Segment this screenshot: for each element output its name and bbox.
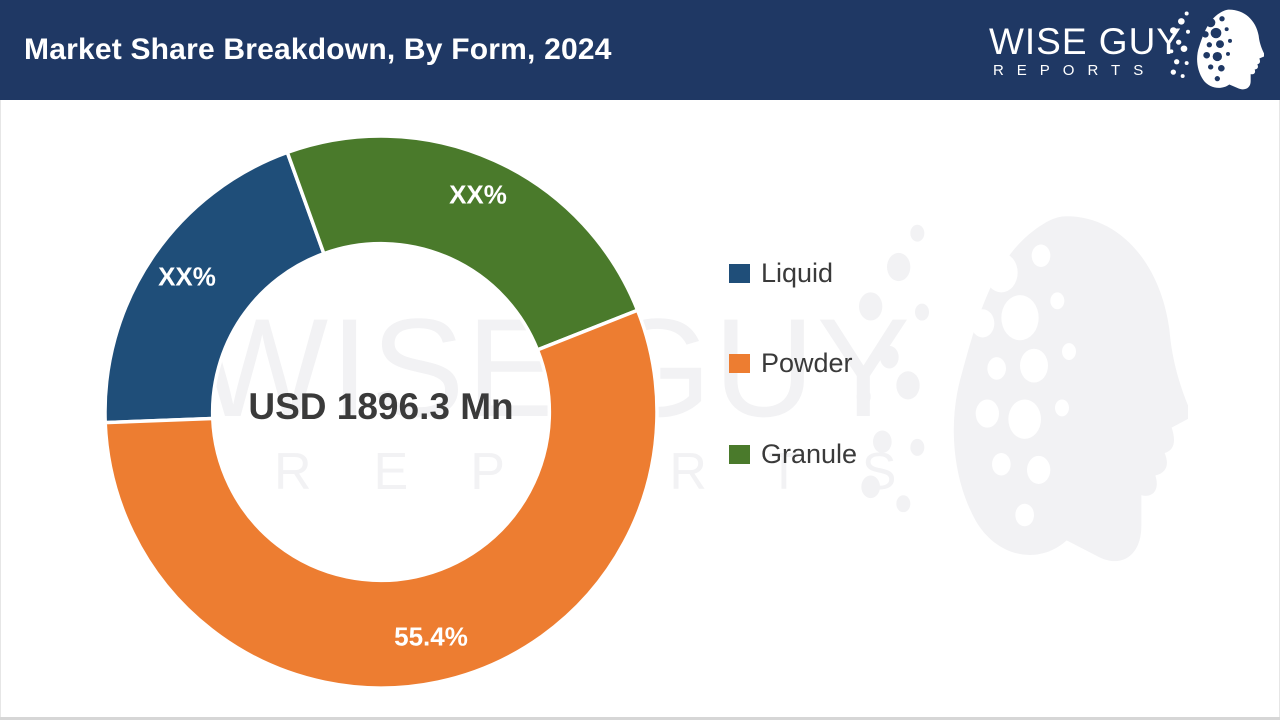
legend-swatch-granule	[729, 444, 750, 464]
legend-item-granule: Granule	[729, 438, 858, 469]
donut-center-value: USD 1896.3 Mn	[248, 386, 514, 427]
bottom-border	[0, 717, 1280, 720]
logo-head-icon	[1169, 9, 1264, 90]
granule-segment	[285, 134, 640, 352]
legend-item-powder: Powder	[729, 347, 853, 378]
segment-label-granule: XX%	[449, 179, 507, 210]
wise-guy-logo: WISE GUY REPORTS	[989, 0, 1264, 100]
page-title: Market Share Breakdown, By Form, 2024	[24, 33, 612, 66]
watermark-head-icon	[856, 216, 1188, 562]
logo-text: WISE GUY REPORTS	[989, 23, 1182, 78]
legend-label-powder: Powder	[761, 347, 853, 378]
legend-label-granule: Granule	[761, 438, 858, 469]
legend-label-liquid: Liquid	[761, 257, 834, 288]
logo-subtitle: REPORTS	[992, 61, 1157, 79]
header: Market Share Breakdown, By Form, 2024 WI…	[0, 0, 1280, 100]
segment-label-liquid: XX%	[158, 261, 216, 292]
legend-item-liquid: Liquid	[729, 257, 834, 288]
liquid-segment	[103, 150, 326, 425]
legend-swatch-liquid	[729, 263, 750, 283]
legend-swatch-powder	[729, 353, 750, 373]
logo-wordmark: WISE GUY	[988, 20, 1182, 62]
segment-label-powder: 55.4%	[394, 621, 468, 652]
powder-segment	[103, 308, 659, 690]
